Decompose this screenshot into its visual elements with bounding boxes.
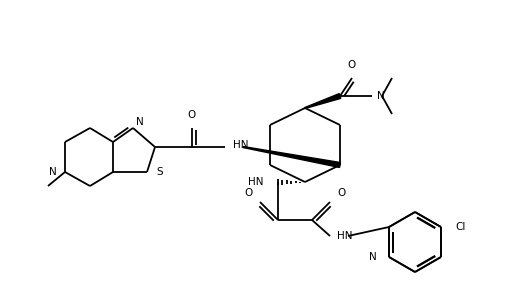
Text: HN: HN: [233, 140, 249, 150]
Text: O: O: [337, 188, 345, 198]
Text: O: O: [245, 188, 253, 198]
Text: Cl: Cl: [455, 222, 465, 232]
Polygon shape: [305, 93, 341, 108]
Text: O: O: [188, 110, 196, 120]
Text: N: N: [377, 91, 385, 101]
Text: HN: HN: [337, 231, 353, 241]
Text: N: N: [369, 252, 377, 262]
Text: O: O: [348, 60, 356, 70]
Text: N: N: [136, 117, 144, 127]
Text: S: S: [156, 167, 163, 177]
Text: N: N: [49, 167, 57, 177]
Polygon shape: [243, 146, 341, 168]
Text: HN: HN: [249, 177, 264, 187]
